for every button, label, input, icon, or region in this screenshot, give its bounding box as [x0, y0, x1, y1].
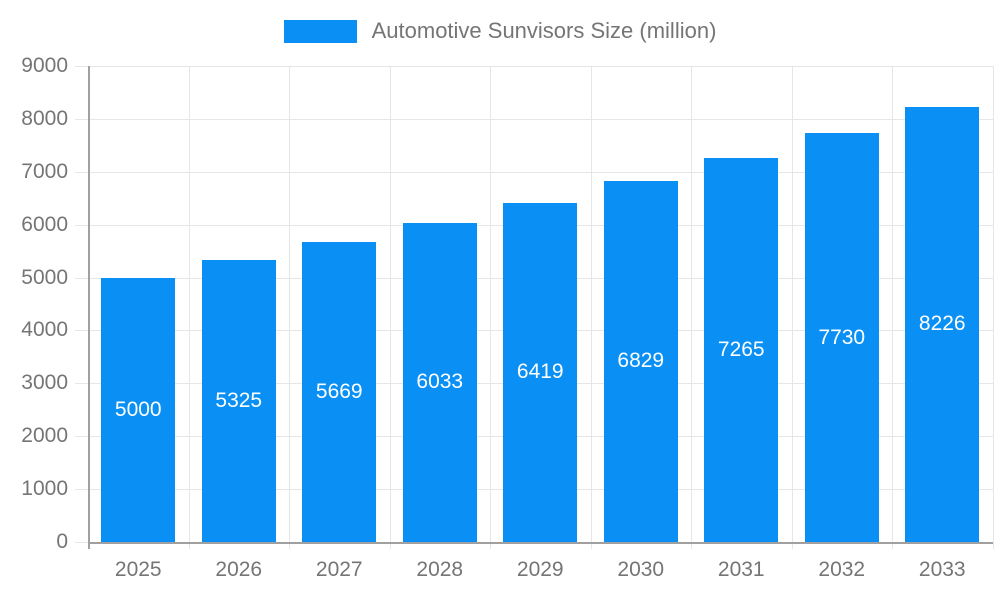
- bar-2031[interactable]: 7265: [704, 157, 779, 542]
- x-tick-label: 2027: [315, 558, 363, 581]
- v-gridline: [791, 66, 793, 549]
- y-axis-line: [88, 66, 90, 549]
- bar-value-label: 5000: [114, 397, 162, 421]
- bar-value-label: 6419: [516, 360, 564, 384]
- v-gridline: [289, 66, 290, 549]
- legend-swatch-icon: [283, 19, 357, 43]
- x-tick-label: 2026: [215, 558, 263, 581]
- x-tick-label: 2033: [918, 558, 966, 581]
- x-tick-label: 2032: [818, 558, 866, 581]
- y-tick-label: 8000: [21, 106, 68, 130]
- v-gridline: [389, 66, 391, 549]
- bar-value-label: 5669: [315, 380, 363, 404]
- bar-2027[interactable]: 5669: [302, 242, 377, 542]
- x-tick-label: 2028: [416, 558, 464, 581]
- v-gridline: [992, 66, 994, 549]
- bar-2030[interactable]: 6829: [603, 180, 678, 542]
- v-gridline: [892, 66, 893, 549]
- h-gridline: [75, 66, 993, 67]
- y-tick-label: 3000: [21, 371, 68, 395]
- x-tick-label: 2030: [617, 558, 665, 581]
- y-tick-label: 9000: [21, 54, 68, 77]
- bar-2032[interactable]: 7730: [804, 133, 879, 542]
- h-gridline: [75, 171, 993, 173]
- h-gridline: [75, 118, 993, 120]
- bar-2026[interactable]: 5325: [201, 260, 276, 542]
- x-tick-label: 2031: [717, 558, 765, 581]
- bar-value-label: 8226: [918, 312, 966, 336]
- bar-2033[interactable]: 8226: [905, 106, 980, 542]
- y-tick-label: 2000: [21, 424, 68, 448]
- y-tick-label: 5000: [21, 265, 68, 289]
- bar-2028[interactable]: 6033: [402, 222, 477, 542]
- y-tick-label: 4000: [21, 318, 68, 342]
- bar-value-label: 7730: [818, 325, 866, 349]
- v-gridline: [590, 66, 592, 549]
- legend[interactable]: Automotive Sunvisors Size (million): [0, 18, 1000, 44]
- y-tick-label: 6000: [21, 212, 68, 236]
- bar-2025[interactable]: 5000: [101, 277, 176, 542]
- bar-value-label: 6829: [617, 349, 665, 373]
- y-tick-label: 7000: [21, 159, 68, 183]
- bar-value-label: 6033: [416, 370, 464, 394]
- bar-value-label: 5325: [215, 389, 263, 413]
- y-tick-label: 0: [56, 530, 68, 553]
- x-tick-label: 2029: [516, 558, 564, 581]
- legend-label: Automotive Sunvisors Size (million): [371, 18, 717, 43]
- x-tick-label: 2025: [114, 558, 162, 581]
- bar-2029[interactable]: 6419: [503, 202, 578, 542]
- y-tick-label: 1000: [21, 477, 68, 501]
- v-gridline: [691, 66, 692, 549]
- x-axis-line: [88, 542, 993, 544]
- v-gridline: [188, 66, 190, 549]
- bar-value-label: 7265: [717, 337, 765, 361]
- v-gridline: [490, 66, 491, 549]
